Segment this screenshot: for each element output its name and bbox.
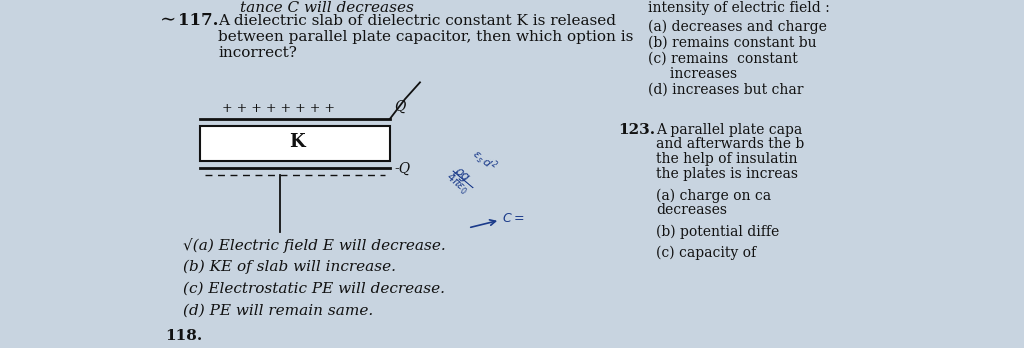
Text: the plates is increas: the plates is increas <box>656 167 798 181</box>
Text: (b) KE of slab will increase.: (b) KE of slab will increase. <box>183 260 396 274</box>
Text: 118.: 118. <box>165 329 203 343</box>
Text: Q: Q <box>394 100 406 114</box>
Text: and afterwards the b: and afterwards the b <box>656 137 804 151</box>
Text: the help of insulatin: the help of insulatin <box>656 152 798 166</box>
Text: (b) potential diffe: (b) potential diffe <box>656 224 779 239</box>
Text: (d) increases but char: (d) increases but char <box>648 83 804 97</box>
Text: intensity of electric field :: intensity of electric field : <box>648 1 829 16</box>
Text: + + + + + + + +: + + + + + + + + <box>222 102 335 115</box>
Text: A dielectric slab of dielectric constant K is released: A dielectric slab of dielectric constant… <box>218 14 616 28</box>
Text: decreases: decreases <box>656 203 727 217</box>
Text: increases: increases <box>648 68 737 81</box>
Text: √(a) Electric field E will decrease.: √(a) Electric field E will decrease. <box>183 238 445 253</box>
Text: tance C will decreases: tance C will decreases <box>240 1 414 16</box>
Text: incorrect?: incorrect? <box>218 46 297 60</box>
Text: 123.: 123. <box>618 122 655 136</box>
Text: $\overline{4\pi\varepsilon_0}$: $\overline{4\pi\varepsilon_0}$ <box>442 168 473 198</box>
Text: (c) Electrostatic PE will decrease.: (c) Electrostatic PE will decrease. <box>183 282 445 296</box>
Text: (d) PE will remain same.: (d) PE will remain same. <box>183 303 374 317</box>
Text: 117.: 117. <box>178 12 218 29</box>
Text: (c) capacity of: (c) capacity of <box>656 246 756 261</box>
Text: (c) remains  constant: (c) remains constant <box>648 52 798 66</box>
Text: $\varepsilon_s\, d^2$: $\varepsilon_s\, d^2$ <box>468 145 500 176</box>
Text: ∼: ∼ <box>160 11 176 29</box>
Text: (a) decreases and charge: (a) decreases and charge <box>648 20 826 34</box>
Bar <box>200 126 390 161</box>
Text: (b) remains constant bu: (b) remains constant bu <box>648 36 816 50</box>
Text: $\rho g$: $\rho g$ <box>450 164 472 186</box>
Text: -Q: -Q <box>394 162 411 176</box>
Text: K: K <box>289 133 304 151</box>
Text: $C =$: $C =$ <box>502 212 524 225</box>
Text: A parallel plate capa: A parallel plate capa <box>656 122 802 136</box>
Text: (a) charge on ca: (a) charge on ca <box>656 189 771 204</box>
Text: between parallel plate capacitor, then which option is: between parallel plate capacitor, then w… <box>218 30 634 44</box>
